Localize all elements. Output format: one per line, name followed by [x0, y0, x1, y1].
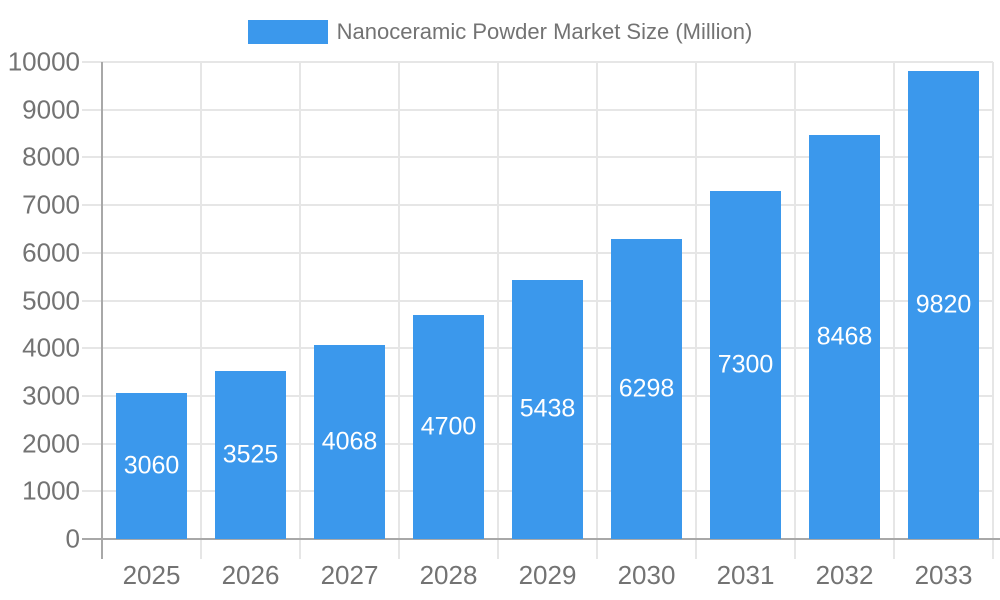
x-gridline — [794, 62, 796, 559]
bar[interactable] — [314, 344, 385, 539]
x-gridline — [497, 62, 499, 559]
y-axis-tick-label: 3000 — [22, 380, 80, 411]
y-gridline — [82, 61, 993, 63]
x-axis-tick-label: 2030 — [617, 560, 676, 590]
bar-value-label: 4068 — [321, 427, 378, 456]
y-axis-tick-label: 1000 — [22, 475, 80, 506]
bar[interactable] — [512, 279, 583, 539]
x-gridline — [695, 62, 697, 559]
x-gridline — [200, 62, 202, 559]
bar-value-label: 5438 — [519, 394, 576, 423]
y-axis-line — [101, 62, 103, 559]
x-gridline — [299, 62, 301, 559]
x-axis-tick-label: 2025 — [122, 560, 181, 590]
y-axis-tick-label: 6000 — [22, 237, 80, 268]
y-gridline — [82, 108, 993, 111]
y-axis-tick-label: 10000 — [7, 46, 80, 77]
bar[interactable] — [611, 238, 682, 539]
y-axis-tick-label: 2000 — [22, 428, 80, 459]
bar-value-label: 9820 — [915, 290, 972, 319]
legend-series-label: Nanoceramic Powder Market Size (Million) — [336, 19, 753, 44]
bar-value-label: 8468 — [816, 322, 873, 351]
x-gridline — [596, 62, 598, 559]
y-axis-tick-label: 8000 — [22, 141, 80, 172]
bar-value-label: 4700 — [420, 412, 477, 441]
legend-swatch-icon — [247, 20, 328, 44]
y-axis-tick-label: 5000 — [22, 285, 80, 315]
bar[interactable] — [908, 70, 979, 539]
x-axis-tick-label: 2032 — [815, 560, 874, 590]
bar-value-label: 3060 — [123, 451, 180, 480]
x-axis-tick-label: 2026 — [221, 560, 280, 590]
x-axis-line — [82, 538, 1000, 540]
y-gridline — [82, 204, 993, 207]
bar[interactable] — [413, 314, 484, 539]
x-axis-tick-label: 2028 — [419, 560, 478, 590]
chart-legend[interactable]: Nanoceramic Powder Market Size (Million) — [0, 14, 1000, 50]
x-axis-tick-label: 2033 — [914, 560, 973, 590]
x-axis-tick-label: 2027 — [320, 560, 379, 590]
y-axis-tick-label: 7000 — [22, 189, 80, 220]
x-gridline — [893, 62, 895, 559]
bar-value-label: 3525 — [222, 440, 279, 469]
x-axis-tick-label: 2031 — [716, 560, 775, 590]
x-axis-tick-label: 2029 — [518, 560, 577, 590]
bar-value-label: 7300 — [717, 350, 774, 379]
x-gridline — [992, 62, 994, 559]
y-gridline — [82, 251, 993, 254]
y-axis-tick-label: 4000 — [22, 332, 80, 363]
bar[interactable] — [116, 393, 187, 539]
bar[interactable] — [215, 370, 286, 539]
y-gridline — [82, 156, 993, 159]
bar[interactable] — [809, 135, 880, 539]
y-axis-tick-label: 9000 — [22, 94, 80, 125]
y-axis-tick-label: 0 — [65, 523, 80, 554]
bar[interactable] — [710, 190, 781, 539]
x-gridline — [398, 62, 400, 559]
bar-value-label: 6298 — [618, 374, 675, 403]
